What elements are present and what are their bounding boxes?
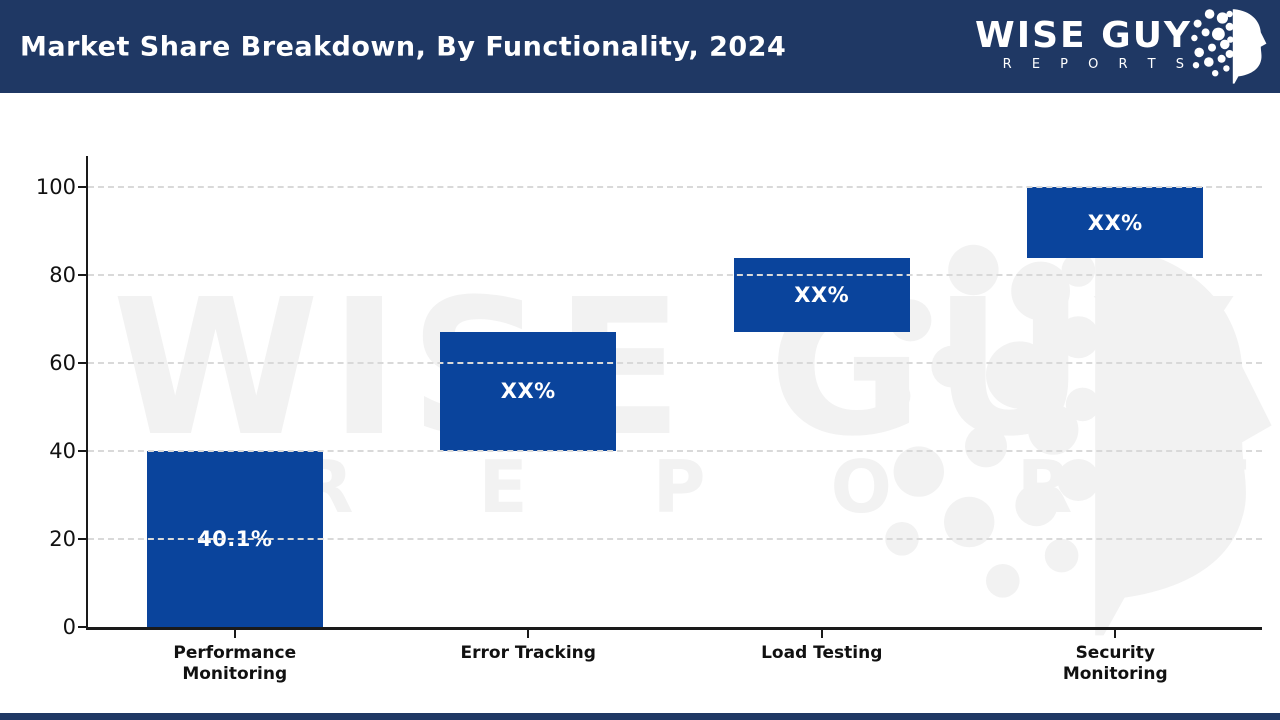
y-tick-0: [78, 626, 86, 628]
x-tick-4: [1114, 630, 1117, 638]
category-label-performance-monitoring: Performance Monitoring: [173, 643, 297, 684]
category-label-load-testing: Load Testing: [761, 643, 883, 663]
y-tick-label-100: 100: [35, 175, 76, 199]
y-tick-label-20: 20: [49, 527, 76, 551]
category-label-error-tracking: Error Tracking: [460, 643, 596, 663]
bar-load-testing: XX%: [733, 258, 910, 333]
logo-wordmark: WISE GUY: [974, 15, 1192, 56]
x-tick-2: [527, 630, 530, 638]
gridline-80: [88, 274, 1262, 276]
watermark-head-icon: [876, 244, 1272, 636]
y-tick-40: [78, 450, 86, 452]
y-axis-line: [86, 156, 88, 629]
footer-band: [0, 713, 1280, 720]
gridline-100: [88, 186, 1262, 188]
bar-value-label: XX%: [500, 379, 556, 404]
category-label-security-monitoring: Security Monitoring: [1062, 643, 1168, 684]
logo-text: WISE GUY R E P O R T S: [975, 17, 1192, 74]
gridline-40: [88, 450, 1262, 452]
page-title: Market Share Breakdown, By Functionality…: [20, 31, 787, 62]
x-tick-1: [233, 630, 236, 638]
bar-security-monitoring: XX%: [1027, 187, 1204, 259]
bar-error-tracking: XX%: [440, 332, 617, 451]
y-tick-label-0: 0: [62, 615, 76, 639]
logo-subtitle: R E P O R T S: [1002, 57, 1192, 72]
logo-head-icon: [1191, 9, 1267, 84]
y-tick-label-80: 80: [49, 263, 76, 287]
header-band: Market Share Breakdown, By Functionality…: [0, 0, 1280, 93]
gridline-60: [88, 362, 1262, 364]
y-tick-60: [78, 362, 86, 364]
x-tick-3: [820, 630, 823, 638]
bar-value-label: XX%: [794, 283, 850, 308]
bar-value-label: XX%: [1087, 210, 1143, 235]
chart-area: WISE GUY R E P O R T S 40.1%XX%XX%XX%020…: [0, 93, 1280, 713]
y-tick-label-60: 60: [49, 351, 76, 375]
x-axis-line: [86, 627, 1262, 630]
wise-guy-reports-logo: WISE GUY R E P O R T S: [975, 0, 1270, 93]
y-tick-80: [78, 274, 86, 276]
gridline-20: [88, 538, 1262, 540]
y-tick-label-40: 40: [49, 439, 76, 463]
y-tick-100: [78, 186, 86, 188]
y-tick-20: [78, 538, 86, 540]
plot-area: 40.1% XX% XX% XX% 0 20 40 60 80 100 Performance Mo…: [0, 93, 1280, 713]
